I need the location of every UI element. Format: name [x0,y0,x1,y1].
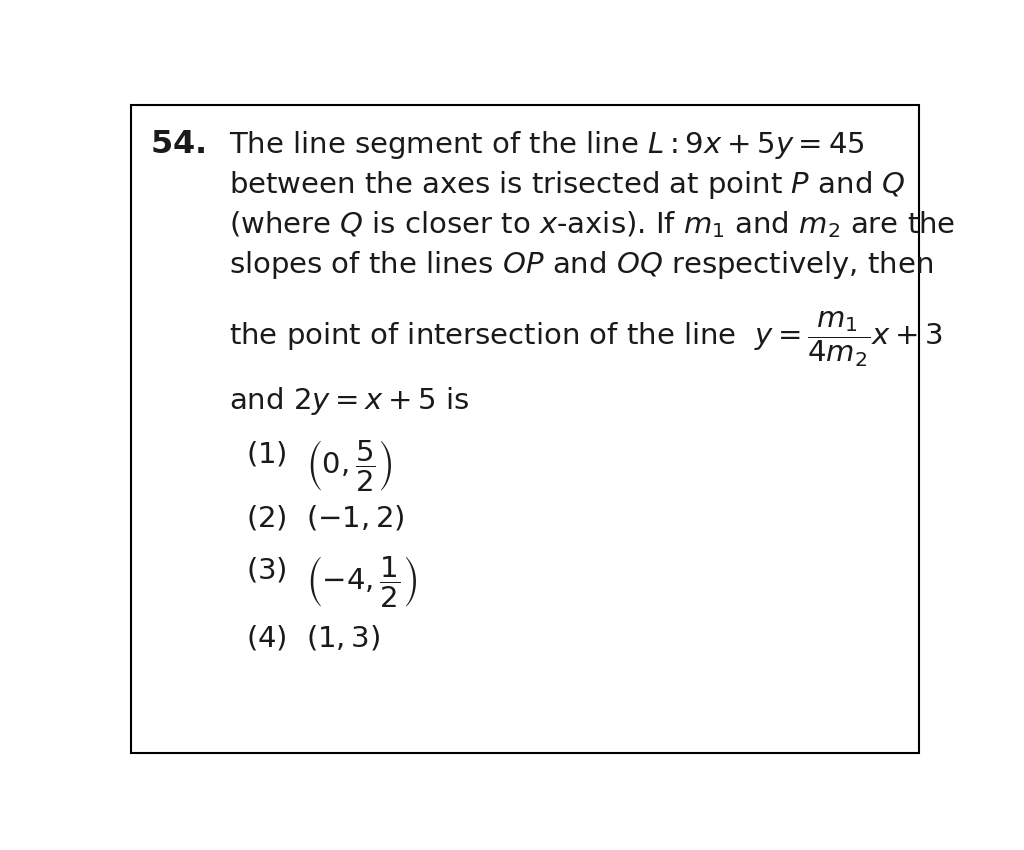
FancyBboxPatch shape [131,105,919,753]
Text: $\left(-4,\dfrac{1}{2}\right)$: $\left(-4,\dfrac{1}{2}\right)$ [306,555,417,610]
Text: $(1)$: $(1)$ [246,439,287,468]
Text: the point of intersection of the line  $y = \dfrac{m_1}{4m_2}x+3$: the point of intersection of the line $y… [228,309,943,369]
Text: $\mathbf{54.}$: $\mathbf{54.}$ [150,129,205,160]
Text: $\left(0,\dfrac{5}{2}\right)$: $\left(0,\dfrac{5}{2}\right)$ [306,439,393,495]
Text: and $2y = x + 5$ is: and $2y = x + 5$ is [228,385,469,417]
Text: between the axes is trisected at point $P$ and $Q$: between the axes is trisected at point $… [228,169,905,201]
Text: $(4)$: $(4)$ [246,623,287,653]
Text: $(1, 3)$: $(1, 3)$ [306,623,381,653]
Text: $(3)$: $(3)$ [246,555,287,585]
Text: (where $Q$ is closer to $x$-axis). If $m_1$ and $m_2$ are the: (where $Q$ is closer to $x$-axis). If $m… [228,209,955,240]
Text: The line segment of the line $L : 9x + 5y = 45$: The line segment of the line $L : 9x + 5… [228,129,864,161]
Text: $(-1, 2)$: $(-1, 2)$ [306,503,404,532]
Text: slopes of the lines $OP$ and $OQ$ respectively, then: slopes of the lines $OP$ and $OQ$ respec… [228,249,933,281]
Text: $(2)$: $(2)$ [246,503,287,532]
